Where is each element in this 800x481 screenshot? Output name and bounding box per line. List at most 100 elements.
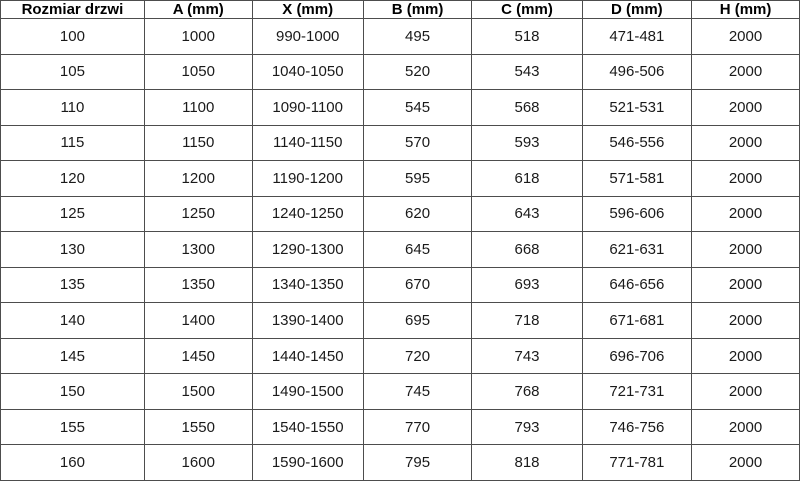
table-row: 115 1150 1140-1150 570 593 546-556 2000 — [0, 124, 800, 162]
table-header-row: Rozmiar drzwi A (mm) X (mm) B (mm) C (mm) D (… — [0, 0, 800, 19]
table-cell: 2000 — [691, 337, 800, 375]
table-cell: 771-781 — [581, 444, 693, 481]
table-cell: 721-731 — [581, 373, 693, 410]
table-cell: 795 — [362, 444, 473, 481]
table-cell: 2000 — [691, 231, 800, 268]
table-cell: 745 — [362, 373, 473, 410]
table-cell: 518 — [471, 18, 583, 55]
table-cell: 1600 — [143, 444, 253, 481]
table-cell: 2000 — [691, 373, 800, 410]
table-cell: 1350 — [143, 266, 253, 304]
table-row: 105 1050 1040-1050 520 543 496-506 2000 — [0, 53, 800, 91]
table-cell: 743 — [471, 337, 583, 375]
table-cell: 115 — [0, 124, 145, 162]
table-cell: 1390-1400 — [251, 302, 364, 339]
table-cell: 120 — [0, 160, 145, 197]
table-cell: 150 — [0, 373, 145, 410]
table-row: 120 1200 1190-1200 595 618 571-581 2000 — [0, 160, 800, 197]
table-cell: 621-631 — [581, 231, 693, 268]
table-cell: 1190-1200 — [251, 160, 364, 197]
table-cell: 571-581 — [581, 160, 693, 197]
table-cell: 2000 — [691, 266, 800, 304]
table-cell: 990-1000 — [251, 18, 364, 55]
table-cell: 1290-1300 — [251, 231, 364, 268]
table-cell: 1550 — [143, 408, 253, 446]
table-cell: 746-756 — [581, 408, 693, 446]
table-cell: 1590-1600 — [251, 444, 364, 481]
table-cell: 2000 — [691, 124, 800, 162]
table-cell: 1500 — [143, 373, 253, 410]
table-cell: 1300 — [143, 231, 253, 268]
table-cell: 643 — [471, 195, 583, 233]
column-header: D (mm) — [581, 0, 693, 19]
column-header: Rozmiar drzwi — [0, 0, 145, 19]
table-row: 160 1600 1590-1600 795 818 771-781 2000 — [0, 444, 800, 481]
table-cell: 570 — [362, 124, 473, 162]
table-row: 150 1500 1490-1500 745 768 721-731 2000 — [0, 373, 800, 410]
table-row: 110 1100 1090-1100 545 568 521-531 2000 — [0, 89, 800, 126]
table-cell: 545 — [362, 89, 473, 126]
table-cell: 140 — [0, 302, 145, 339]
table-cell: 768 — [471, 373, 583, 410]
table-cell: 2000 — [691, 53, 800, 91]
table-cell: 160 — [0, 444, 145, 481]
table-cell: 110 — [0, 89, 145, 126]
table-cell: 1140-1150 — [251, 124, 364, 162]
table-cell: 145 — [0, 337, 145, 375]
table-cell: 130 — [0, 231, 145, 268]
table-row: 100 1000 990-1000 495 518 471-481 2000 — [0, 18, 800, 55]
table-cell: 125 — [0, 195, 145, 233]
table-cell: 671-681 — [581, 302, 693, 339]
table-cell: 718 — [471, 302, 583, 339]
table-cell: 596-606 — [581, 195, 693, 233]
table-cell: 1050 — [143, 53, 253, 91]
table-row: 155 1550 1540-1550 770 793 746-756 2000 — [0, 408, 800, 446]
table-cell: 155 — [0, 408, 145, 446]
table-cell: 1040-1050 — [251, 53, 364, 91]
table-cell: 793 — [471, 408, 583, 446]
column-header: C (mm) — [471, 0, 583, 19]
table-cell: 1400 — [143, 302, 253, 339]
table-cell: 620 — [362, 195, 473, 233]
table-cell: 546-556 — [581, 124, 693, 162]
table-cell: 521-531 — [581, 89, 693, 126]
table-row: 135 1350 1340-1350 670 693 646-656 2000 — [0, 266, 800, 304]
table-cell: 2000 — [691, 160, 800, 197]
column-header: X (mm) — [251, 0, 364, 19]
table-row: 125 1250 1240-1250 620 643 596-606 2000 — [0, 195, 800, 233]
table-cell: 645 — [362, 231, 473, 268]
table-row: 130 1300 1290-1300 645 668 621-631 2000 — [0, 231, 800, 268]
table-cell: 595 — [362, 160, 473, 197]
table-cell: 1200 — [143, 160, 253, 197]
table-cell: 1090-1100 — [251, 89, 364, 126]
table-row: 145 1450 1440-1450 720 743 696-706 2000 — [0, 337, 800, 375]
table-cell: 1100 — [143, 89, 253, 126]
table-cell: 695 — [362, 302, 473, 339]
table-cell: 1250 — [143, 195, 253, 233]
table-cell: 646-656 — [581, 266, 693, 304]
table-header: Rozmiar drzwi A (mm) X (mm) B (mm) C (mm) D (… — [0, 0, 800, 19]
table-cell: 2000 — [691, 302, 800, 339]
table-row: 140 1400 1390-1400 695 718 671-681 2000 — [0, 302, 800, 339]
table-cell: 818 — [471, 444, 583, 481]
table-cell: 135 — [0, 266, 145, 304]
table-cell: 1240-1250 — [251, 195, 364, 233]
table-cell: 2000 — [691, 444, 800, 481]
table-cell: 2000 — [691, 195, 800, 233]
table-cell: 471-481 — [581, 18, 693, 55]
table-cell: 1340-1350 — [251, 266, 364, 304]
table-cell: 720 — [362, 337, 473, 375]
table-cell: 496-506 — [581, 53, 693, 91]
column-header: H (mm) — [691, 0, 800, 19]
table-cell: 696-706 — [581, 337, 693, 375]
table-cell: 100 — [0, 18, 145, 55]
table-cell: 1440-1450 — [251, 337, 364, 375]
table-cell: 2000 — [691, 89, 800, 126]
table-cell: 495 — [362, 18, 473, 55]
table-cell: 770 — [362, 408, 473, 446]
table-cell: 593 — [471, 124, 583, 162]
column-header: B (mm) — [362, 0, 473, 19]
table-body: 100 1000 990-1000 495 518 471-481 2000 105 1050 1… — [0, 18, 800, 481]
table-cell: 2000 — [691, 18, 800, 55]
